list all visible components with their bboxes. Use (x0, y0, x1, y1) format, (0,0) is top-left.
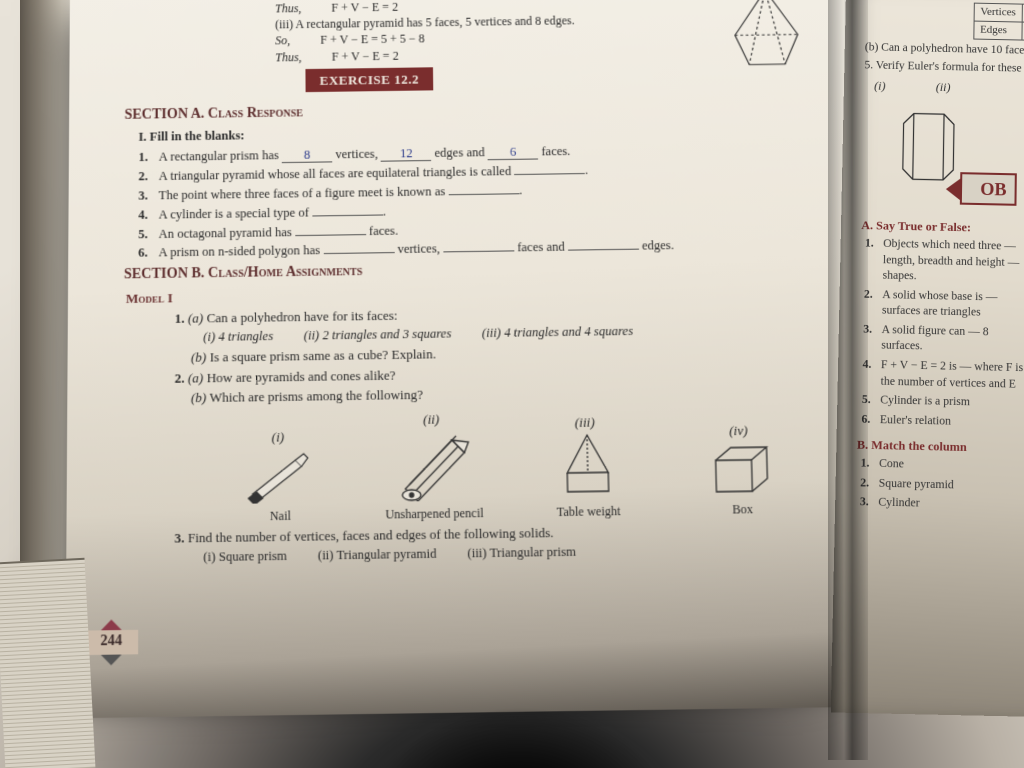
roman: (i) (874, 77, 886, 93)
q-text: A prism on n-sided polygon has (158, 243, 320, 260)
blank-empty (448, 193, 519, 195)
table-cell: Vertices (974, 3, 1023, 22)
thus-label: Thus, (275, 0, 301, 16)
q-text: Which are prisms among the following? (210, 387, 424, 406)
q-text: edges. (642, 238, 674, 253)
q-text: Euler's relation (880, 413, 951, 427)
q-text: edges and (435, 145, 485, 160)
q-text: faces and (517, 240, 565, 255)
blank-empty (514, 173, 585, 175)
blank-empty (568, 249, 639, 251)
blank-answer: 8 (282, 148, 333, 162)
exercise-badge: EXERCISE 12.2 (305, 67, 433, 92)
q-text: Find the number of vertices, faces and e… (188, 524, 554, 545)
q-text: A rectangular prism has (159, 148, 279, 164)
option: (iii) 4 triangles and 4 squares (482, 323, 633, 343)
q-text: (b) Can a polyhedron have 10 faces (865, 40, 1024, 59)
fig-roman: (i) (272, 429, 285, 445)
q-text: The point where three faces of a figure … (159, 184, 446, 202)
vertices-edges-table: Vertices Edges (973, 3, 1024, 41)
q-text: F + V − E = 2 is — where F is the number… (881, 359, 1024, 390)
table-cell: Edges (973, 21, 1022, 40)
option: (ii) Triangular pyramid (318, 545, 437, 564)
q-text: How are pyramids and cones alike? (207, 367, 396, 385)
q-text: Square pyramid (879, 477, 954, 491)
box-icon (705, 439, 778, 497)
page-number: 244 (84, 630, 138, 655)
q-text: faces. (369, 223, 398, 238)
q-text: Objects which need three — length, bread… (883, 238, 1020, 283)
so-label: So, (275, 33, 290, 49)
pencil-icon (392, 428, 475, 502)
q-text: Cylinder (878, 496, 920, 509)
blank-answer: 6 (488, 145, 539, 159)
q-text: vertices, (335, 147, 377, 162)
equation: F + V − E = 2 (332, 47, 399, 64)
fig-roman: (iv) (729, 422, 748, 438)
right-page: Vertices Edges (b) Can a polyhedron have… (831, 0, 1024, 717)
fig-label: Table weight (532, 503, 645, 522)
q-text: An octagonal pyramid has (159, 224, 292, 240)
table-weight-icon (556, 431, 619, 500)
section-heading: B. Match the column (857, 436, 1024, 457)
page-number-badge: 244 (84, 619, 138, 662)
fig-label: Unsharpened pencil (378, 505, 491, 524)
equation: F + V − E = 5 + 5 − 8 (320, 31, 424, 49)
left-page: Thus, F + V − E = 2 (iii) A rectangular … (65, 0, 875, 718)
thus-label: Thus, (275, 49, 302, 66)
q-text: Is a square prism same as a cube? Explai… (210, 346, 436, 365)
fig-roman: (ii) (423, 411, 439, 427)
option: (i) Square prism (203, 547, 287, 566)
section-heading: A. Say True or False: (861, 217, 1024, 237)
equation: F + V − E = 2 (331, 0, 398, 16)
q-text: A solid whose base is — surfaces are tri… (882, 289, 998, 319)
option: (iii) Triangular prism (467, 543, 576, 562)
blank-empty (295, 234, 366, 236)
q-text: vertices, (397, 242, 440, 257)
blank-empty (443, 251, 514, 253)
q-text: A solid figure can — 8 surfaces. (881, 324, 988, 353)
blank-empty (312, 214, 383, 216)
model-questions: 1. (a) Can a polyhedron have for its fac… (174, 300, 838, 567)
option: (i) 4 triangles (203, 328, 273, 346)
q-text: Cylinder is a prism (880, 394, 970, 408)
pentagonal-pyramid-icon (720, 0, 813, 71)
q-text: faces. (541, 144, 570, 159)
roman: (ii) (936, 79, 951, 96)
fig-roman: (iii) (575, 414, 595, 430)
q-text: 5. Verify Euler's formula for these (864, 58, 1024, 77)
nail-icon (244, 446, 316, 505)
match-list: 1.Cone 2.Square pyramid 3.Cylinder (860, 456, 1024, 515)
prism-figures: (i) Nail (ii) Unsharpened pencil (iii) T… (224, 404, 838, 525)
fig-label: Nail (224, 507, 337, 526)
q-text: A triangular pyramid whose all faces are… (159, 164, 512, 183)
q-text: A cylinder is a special type of (159, 205, 309, 221)
option: (ii) 2 triangles and 3 squares (304, 325, 452, 344)
q-text: Cone (879, 458, 904, 471)
fig-label: Box (686, 500, 799, 519)
page-stack (0, 558, 95, 768)
q-text: Can a polyhedron have for its faces: (207, 307, 398, 325)
fill-blanks-list: 1. A rectangular prism has 8 vertices, 1… (158, 139, 828, 261)
objectives-badge: OB (960, 172, 1017, 206)
blank-empty (323, 253, 394, 255)
blank-answer: 12 (381, 147, 432, 161)
true-false-list: 1.Objects which need three — length, bre… (861, 237, 1024, 432)
